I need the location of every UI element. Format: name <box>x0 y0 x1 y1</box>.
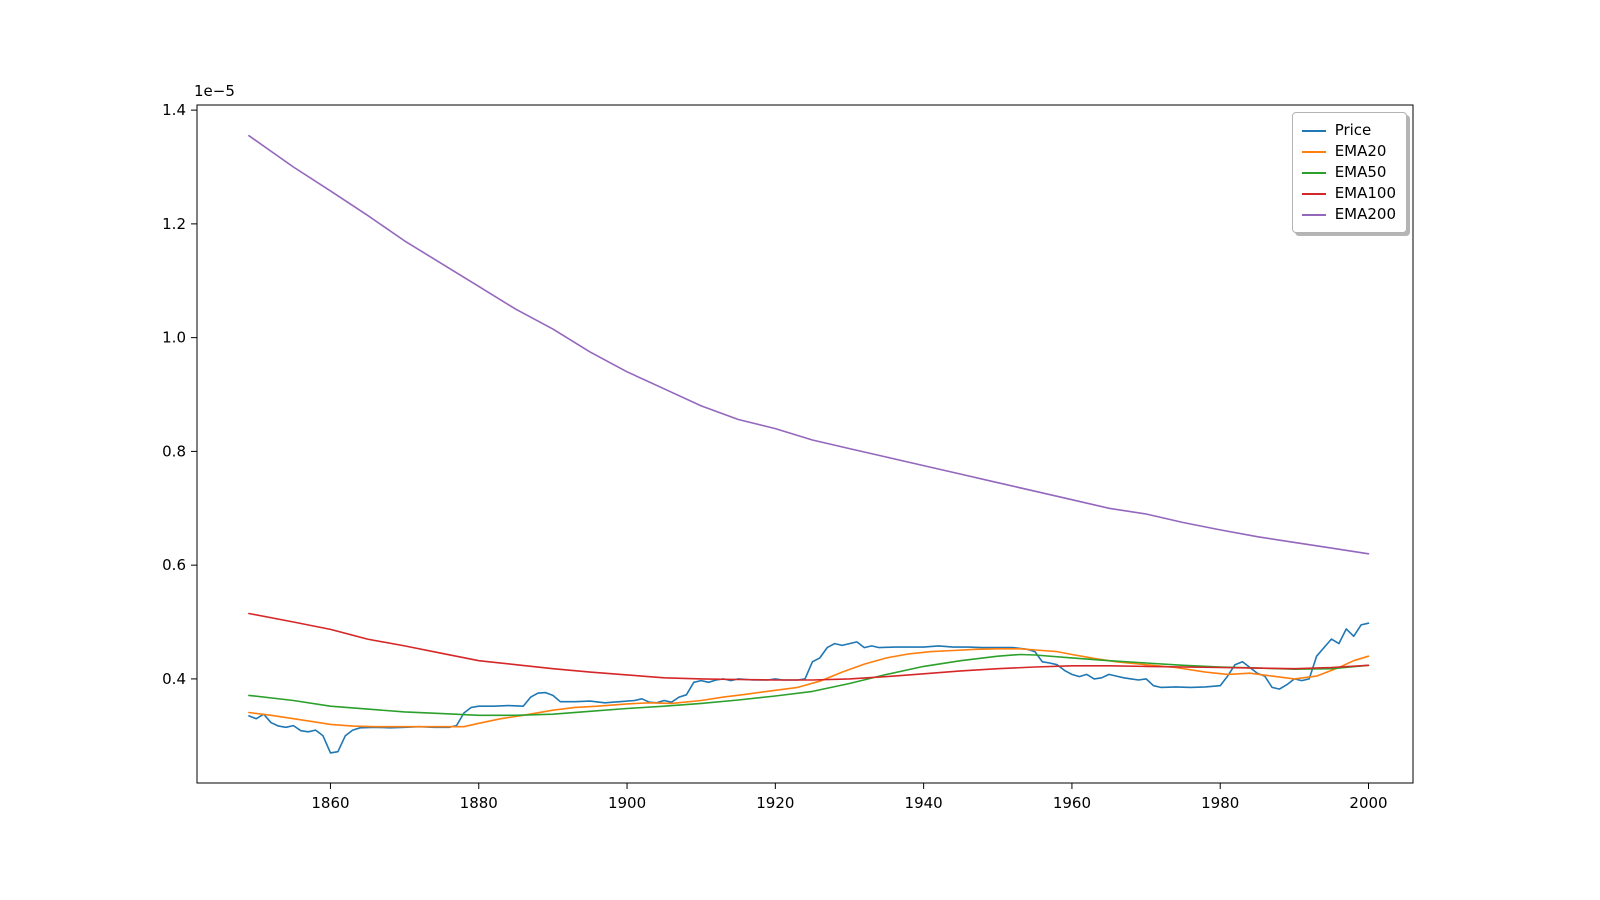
legend-item-ema100: EMA100 <box>1301 183 1396 204</box>
legend-item-price: Price <box>1301 120 1396 141</box>
svg-text:0.8: 0.8 <box>162 442 186 460</box>
legend: Price EMA20 EMA50 EMA100 EMA200 <box>1291 112 1407 233</box>
legend-line-ema50 <box>1301 171 1326 174</box>
legend-label-ema100: EMA100 <box>1334 184 1396 202</box>
svg-text:1880: 1880 <box>460 794 498 812</box>
svg-text:1900: 1900 <box>608 794 646 812</box>
legend-label-ema200: EMA200 <box>1334 205 1396 223</box>
legend-line-ema200 <box>1301 213 1326 216</box>
svg-text:1980: 1980 <box>1201 794 1239 812</box>
svg-text:1.2: 1.2 <box>162 215 186 233</box>
svg-text:1960: 1960 <box>1053 794 1091 812</box>
legend-label-price: Price <box>1334 121 1372 139</box>
svg-text:0.6: 0.6 <box>162 556 186 574</box>
svg-text:1920: 1920 <box>756 794 794 812</box>
legend-item-ema200: EMA200 <box>1301 204 1396 225</box>
legend-label-ema20: EMA20 <box>1334 142 1387 160</box>
legend-line-price <box>1301 129 1326 132</box>
svg-text:1e−5: 1e−5 <box>194 82 235 100</box>
legend-line-ema100 <box>1301 192 1326 195</box>
legend-label-ema50: EMA50 <box>1334 163 1387 181</box>
legend-item-ema50: EMA50 <box>1301 162 1396 183</box>
legend-item-ema20: EMA20 <box>1301 141 1396 162</box>
svg-text:2000: 2000 <box>1349 794 1387 812</box>
legend-line-ema20 <box>1301 150 1326 153</box>
svg-text:1940: 1940 <box>905 794 943 812</box>
svg-text:1.4: 1.4 <box>162 101 186 119</box>
svg-text:1.0: 1.0 <box>162 329 186 347</box>
svg-text:1860: 1860 <box>311 794 349 812</box>
svg-text:0.4: 0.4 <box>162 670 186 688</box>
